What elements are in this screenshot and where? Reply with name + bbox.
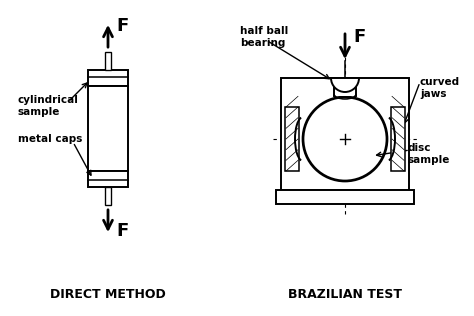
Text: F: F	[353, 28, 365, 46]
Bar	[105, 52, 111, 70]
Wedge shape	[331, 78, 359, 92]
Bar	[276, 190, 414, 204]
Text: curved
jaws: curved jaws	[420, 77, 460, 99]
Text: DIRECT METHOD: DIRECT METHOD	[50, 288, 166, 301]
Text: F: F	[116, 222, 128, 240]
Text: cylindrical
sample: cylindrical sample	[18, 95, 79, 117]
Text: disc
sample: disc sample	[408, 143, 450, 165]
Bar	[334, 78, 356, 96]
Text: half ball
bearing: half ball bearing	[240, 26, 288, 48]
Bar	[391, 107, 405, 171]
Bar	[88, 70, 128, 86]
Text: metal caps: metal caps	[18, 134, 82, 144]
Circle shape	[303, 97, 387, 181]
Text: BRAZILIAN TEST: BRAZILIAN TEST	[288, 288, 402, 301]
Bar	[285, 107, 299, 171]
Bar	[281, 78, 409, 190]
Bar	[105, 187, 111, 205]
Text: F: F	[116, 17, 128, 35]
Bar	[88, 171, 128, 187]
Bar	[88, 86, 128, 171]
